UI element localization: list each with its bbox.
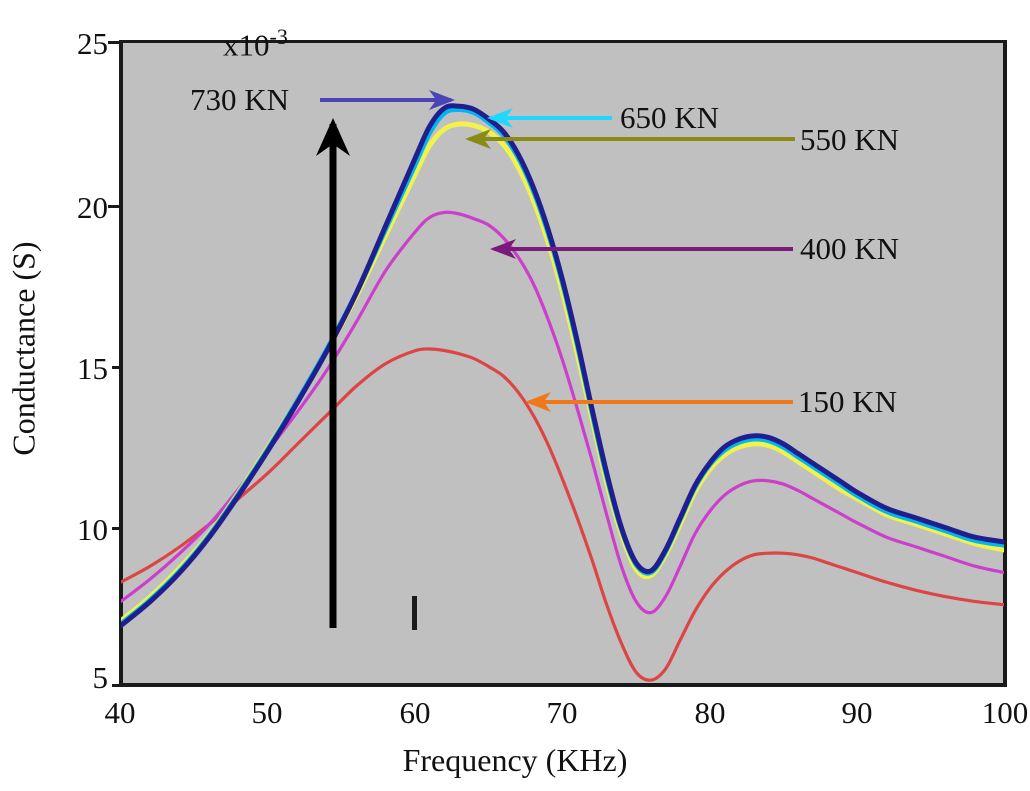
series-line-150-kn	[121, 347, 1004, 682]
annotation-label-150kn: 150 KN	[798, 384, 898, 419]
x-tick-60: 60	[399, 695, 431, 730]
y-axis-multiplier-exponent: -3	[269, 24, 288, 49]
increasing-load-arrow	[316, 118, 350, 628]
x-tick-80: 80	[694, 695, 726, 730]
annotation-arrow-650-kn	[487, 108, 612, 128]
series-line-550-kn	[121, 121, 1004, 624]
annotation-arrow-400-kn	[490, 239, 793, 259]
annotation-label-400kn: 400 KN	[800, 231, 900, 266]
plot-top-border	[119, 40, 1007, 43]
y-tickmark-25	[108, 41, 122, 44]
y-axis-line	[119, 42, 123, 687]
plot-right-border	[1003, 42, 1007, 687]
y-tickmark-5	[112, 684, 122, 687]
x-axis-line	[119, 683, 1007, 687]
y-tick-10: 10	[77, 512, 108, 547]
y-tickmark-15	[112, 366, 122, 369]
y-tick-20: 20	[77, 190, 108, 225]
annotation-arrow-150-kn	[525, 392, 793, 412]
y-tickmark-20	[108, 205, 122, 208]
x-tickmark-60	[412, 596, 417, 630]
x-tick-90: 90	[841, 695, 873, 730]
x-tick-50: 50	[251, 695, 283, 730]
y-tick-15: 15	[77, 351, 108, 386]
x-tick-40: 40	[104, 695, 136, 730]
series-line-650-kn	[121, 106, 1004, 627]
x-tick-70: 70	[546, 695, 578, 730]
annotation-arrow-730-kn	[320, 90, 455, 110]
series-line-400-kn	[121, 210, 1004, 615]
y-axis-multiplier: x10-3	[223, 24, 288, 63]
annotation-label-650kn: 650 KN	[620, 100, 720, 135]
x-tick-100: 100	[981, 695, 1029, 730]
y-axis-multiplier-base: x10	[223, 27, 270, 63]
y-tick-5: 5	[92, 660, 109, 695]
annotation-label-730kn: 730 KN	[190, 82, 290, 117]
y-tickmark-10	[112, 527, 122, 530]
annotation-label-550kn: 550 KN	[800, 122, 900, 157]
annotation-arrow-550-kn	[465, 129, 795, 149]
series-line-730-kn	[121, 103, 1004, 629]
y-tick-25: 25	[77, 26, 108, 61]
x-axis-title: Frequency (KHz)	[402, 742, 628, 778]
